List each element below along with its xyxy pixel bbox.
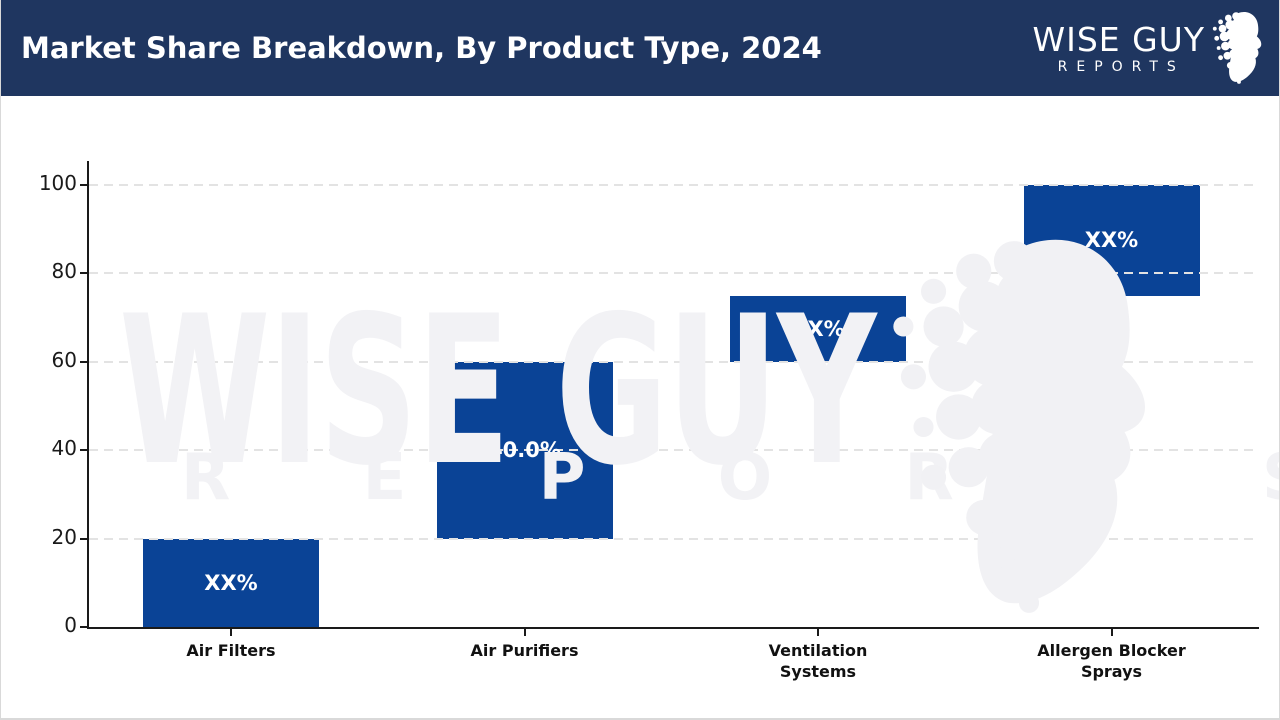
y-tick-mark [80,626,87,628]
x-category-label: Air Filters [116,640,346,661]
y-tick-mark [80,272,87,275]
y-tick-label: 40 [51,436,77,461]
gridline [89,272,1257,275]
gridline [89,449,1257,452]
bar-segment [730,295,906,362]
x-axis-line [87,627,1259,629]
y-tick-label: 0 [64,613,77,637]
logo-text: WISE GUY REPORTS [1032,23,1205,74]
y-tick-mark [80,184,87,186]
gridline [89,537,1257,540]
gridline [89,360,1257,363]
x-category-label: Ventilation Systems [703,640,933,682]
page-title: Market Share Breakdown, By Product Type,… [21,31,822,65]
x-category-label-line: Systems [779,662,857,681]
x-category-label-line: Air Purifiers [470,641,579,660]
x-category-label-line: Allergen Blocker [1037,641,1186,660]
bar-value-label: 40.0% [488,438,561,463]
y-tick-mark [80,360,87,363]
y-tick-label: 100 [38,171,77,195]
x-category-label-line: Ventilation [768,641,868,660]
x-tick-mark [1110,629,1113,636]
wiseguy-logo: WISE GUY REPORTS [1032,9,1267,87]
y-tick-mark [80,449,87,452]
logo-subtitle: REPORTS [1057,58,1185,75]
gridline [89,184,1257,186]
watermark-wordmark: WISE GUY [119,273,877,511]
y-tick-label: 20 [51,524,77,549]
x-category-label-line: Air Filters [186,641,276,660]
y-tick-mark [80,537,87,540]
x-tick-mark [817,629,819,636]
header-bar: Market Share Breakdown, By Product Type,… [1,0,1279,96]
logo-wordmark: WISE GUY [1032,19,1205,59]
x-category-label-line: Sprays [1080,662,1143,681]
dotted-head-profile-icon [1212,11,1262,84]
bar-segment [143,538,319,627]
x-category-label: Allergen Blocker Sprays [997,640,1227,682]
bar-value-label: XX% [1084,228,1139,253]
y-tick-label: 60 [51,347,77,372]
x-tick-mark [230,629,232,636]
y-axis-line [87,161,89,629]
x-category-label: Air Purifiers [410,640,640,661]
bar-value-label: XX% [791,316,845,341]
bar-value-label: XX% [204,570,258,595]
x-tick-mark [523,629,526,636]
y-tick-label: 80 [51,259,77,284]
watermark-head-icon [893,239,1145,613]
